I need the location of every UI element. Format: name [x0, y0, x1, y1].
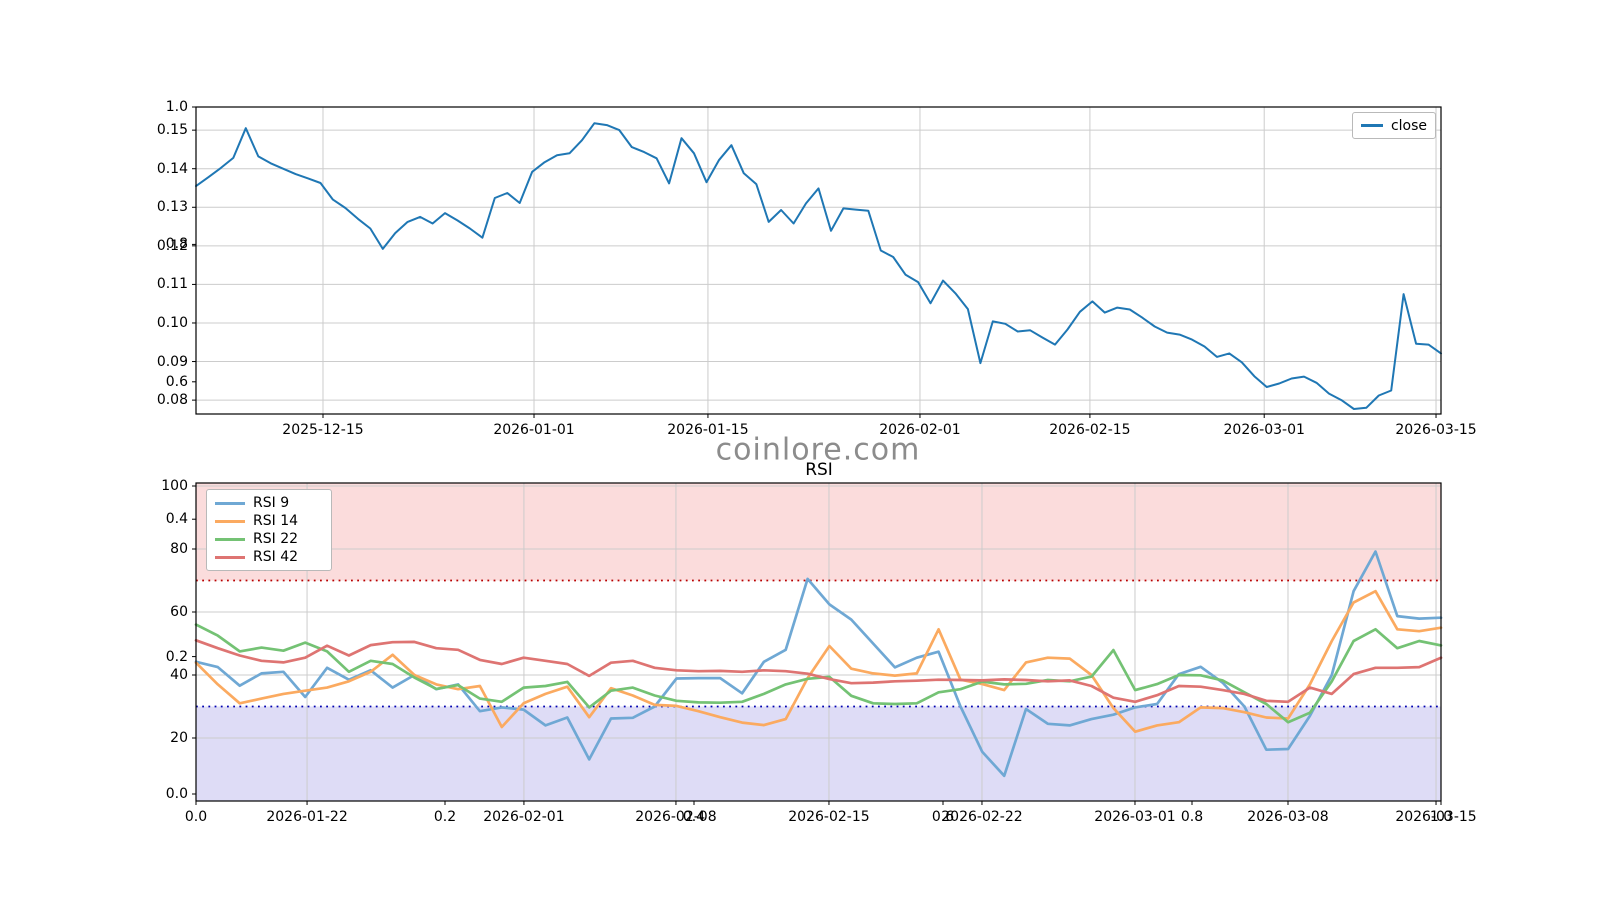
legend-line-swatch: [215, 537, 245, 541]
figure-y-tick-label: 1.0: [165, 99, 188, 115]
x-tick-label: 2026-02-01: [879, 422, 961, 438]
legend-label: close: [1390, 117, 1427, 134]
legend-item-rsi-42: RSI 42: [215, 548, 323, 566]
y-tick-label: 60: [170, 603, 188, 620]
figure-x-tick-label: 0.2: [433, 809, 457, 825]
series-rsi-14: [194, 589, 1443, 734]
close-legend: close: [1352, 112, 1436, 139]
legend-line-swatch: [215, 555, 245, 559]
x-tick-label: 2026-01-01: [493, 422, 575, 438]
figure-x-tick-label: 0.0: [184, 809, 208, 825]
series-close: [195, 122, 1442, 410]
legend-label: RSI 9: [253, 495, 290, 511]
figure-y-tick-label: 0.6: [165, 373, 188, 390]
x-tick-label: 2026-03-15: [1395, 809, 1477, 825]
y-tick-label: 40: [170, 666, 188, 683]
oversold-zone: [196, 706, 1441, 801]
legend-item-rsi-22: RSI 22: [215, 530, 323, 548]
legend-line-swatch: [215, 501, 245, 505]
y-tick-label: 100: [161, 477, 188, 494]
legend-item-rsi-9: RSI 9: [215, 494, 323, 512]
legend-item-close: close: [1361, 117, 1427, 134]
y-tick-label: 0.14: [156, 160, 188, 177]
x-tick-label: 2026-01-22: [266, 809, 348, 825]
legend-item-rsi-14: RSI 14: [215, 512, 323, 530]
legend-line-swatch: [215, 519, 245, 523]
figure-x-tick-label: 0.6: [931, 809, 955, 825]
y-tick-label: 0.11: [156, 276, 188, 293]
y-tick-label: 0.08: [156, 392, 188, 409]
y-tick-label: 0.09: [156, 353, 188, 370]
y-tick-label: 0.13: [156, 199, 188, 216]
figure-y-tick-label: 0.2: [165, 648, 188, 665]
rsi-chart-title: RSI: [805, 460, 833, 480]
rsi-legend: RSI 9 RSI 14 RSI 22 RSI 42: [206, 489, 332, 571]
figure-y-tick-label: 0.0: [165, 786, 188, 802]
figure-y-tick-label: 0.4: [165, 511, 188, 528]
y-tick-label: 0.10: [156, 314, 188, 331]
x-tick-label: 2026-02-15: [788, 809, 870, 825]
figure-x-tick-label: 0.4: [682, 809, 706, 825]
x-tick-label: 2026-02-08: [635, 809, 717, 825]
x-tick-label: 2026-03-01: [1223, 422, 1305, 438]
legend-line-swatch: [1361, 124, 1383, 127]
y-tick-label: 80: [170, 540, 188, 557]
x-tick-label: 2025-12-15: [282, 422, 364, 438]
legend-label: RSI 42: [253, 549, 299, 565]
series-rsi-9: [194, 550, 1443, 778]
x-tick-label: 2026-03-01: [1094, 809, 1176, 825]
x-tick-label: 2026-03-08: [1247, 809, 1329, 825]
figure-y-tick-label: 0.8: [165, 236, 188, 253]
legend-label: RSI 14: [253, 513, 299, 529]
y-tick-label: 20: [170, 729, 188, 746]
y-tick-label: 0.12: [156, 237, 188, 254]
legend-label: RSI 22: [253, 531, 299, 547]
watermark: coinlore.com: [715, 432, 921, 468]
x-tick-label: 2026-01-15: [667, 422, 749, 438]
x-tick-label: 2026-02-15: [1049, 422, 1131, 438]
x-tick-label: 2026-02-01: [483, 809, 565, 825]
series-rsi-22: [194, 623, 1443, 724]
y-tick-label: 0.15: [156, 122, 188, 139]
series-rsi-42: [194, 638, 1443, 704]
figure-x-tick-label: 0.8: [1180, 809, 1204, 825]
figure-x-tick-label: 1.0: [1429, 809, 1453, 825]
x-tick-label: 2026-03-15: [1395, 422, 1477, 438]
x-tick-label: 2026-02-22: [941, 809, 1023, 825]
overbought-zone: [196, 483, 1441, 581]
